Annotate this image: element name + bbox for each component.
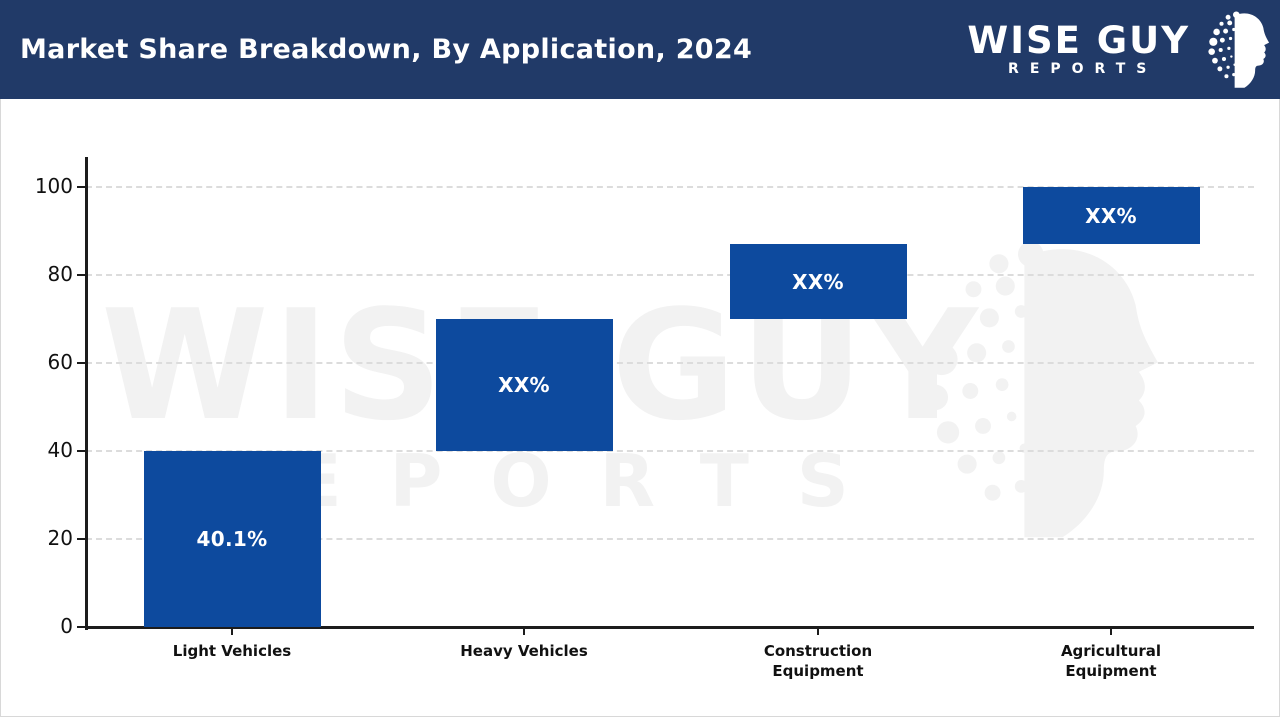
gridline-80 xyxy=(86,274,1254,276)
brand-subname: REPORTS xyxy=(1008,61,1158,78)
bar-value-label: XX% xyxy=(498,372,550,397)
y-tick-40 xyxy=(77,450,85,452)
category-label-heavy-vehicles: Heavy Vehicles xyxy=(460,642,588,660)
y-tick-20 xyxy=(77,538,85,540)
bar-construction-equipment: XX% xyxy=(729,244,907,319)
y-tick-80 xyxy=(77,274,85,276)
bar-value-label: XX% xyxy=(1085,203,1137,228)
y-tick-0 xyxy=(77,626,85,628)
y-tick-60 xyxy=(77,362,85,364)
y-tick-label-0: 0 xyxy=(60,614,73,638)
y-tick-label-40: 40 xyxy=(47,438,73,462)
x-tick-agricultural-equipment xyxy=(1110,628,1112,635)
bar-value-label: 40.1% xyxy=(196,526,268,551)
x-axis-line xyxy=(85,626,1254,629)
x-tick-heavy-vehicles xyxy=(523,628,525,635)
x-tick-construction-equipment xyxy=(817,628,819,635)
category-label-construction-equipment: Construction Equipment xyxy=(763,642,873,681)
brand-name: WISE GUY xyxy=(967,18,1190,62)
y-tick-100 xyxy=(77,186,85,188)
gridline-60 xyxy=(86,362,1254,364)
chart-area: WISE GUY REPORTS 0 20 40 60 80 100 40.1% Light … xyxy=(0,99,1280,717)
y-tick-label-20: 20 xyxy=(47,526,73,550)
brand-head-dots-icon xyxy=(1192,6,1274,94)
watermark-head-dots-icon xyxy=(859,211,1177,571)
brand-logo: WISE GUY REPORTS xyxy=(967,2,1274,97)
category-label-light-vehicles: Light Vehicles xyxy=(172,642,292,660)
gridline-100 xyxy=(86,186,1254,188)
page-title: Market Share Breakdown, By Application, … xyxy=(20,34,753,65)
y-tick-label-80: 80 xyxy=(47,262,73,286)
brand-logo-text: WISE GUY REPORTS xyxy=(967,18,1190,78)
header-bar: Market Share Breakdown, By Application, … xyxy=(0,0,1280,99)
bar-agricultural-equipment: XX% xyxy=(1022,187,1200,245)
category-label-agricultural-equipment: Agricultural Equipment xyxy=(1060,642,1162,681)
bar-heavy-vehicles: XX% xyxy=(435,319,613,451)
bar-value-label: XX% xyxy=(792,269,844,294)
y-tick-label-100: 100 xyxy=(34,174,73,198)
bar-light-vehicles: 40.1% xyxy=(143,450,321,627)
x-tick-light-vehicles xyxy=(231,628,233,635)
y-tick-label-60: 60 xyxy=(47,350,73,374)
gridline-40 xyxy=(86,450,1254,452)
y-axis-line xyxy=(85,157,88,630)
gridline-20 xyxy=(86,538,1254,540)
